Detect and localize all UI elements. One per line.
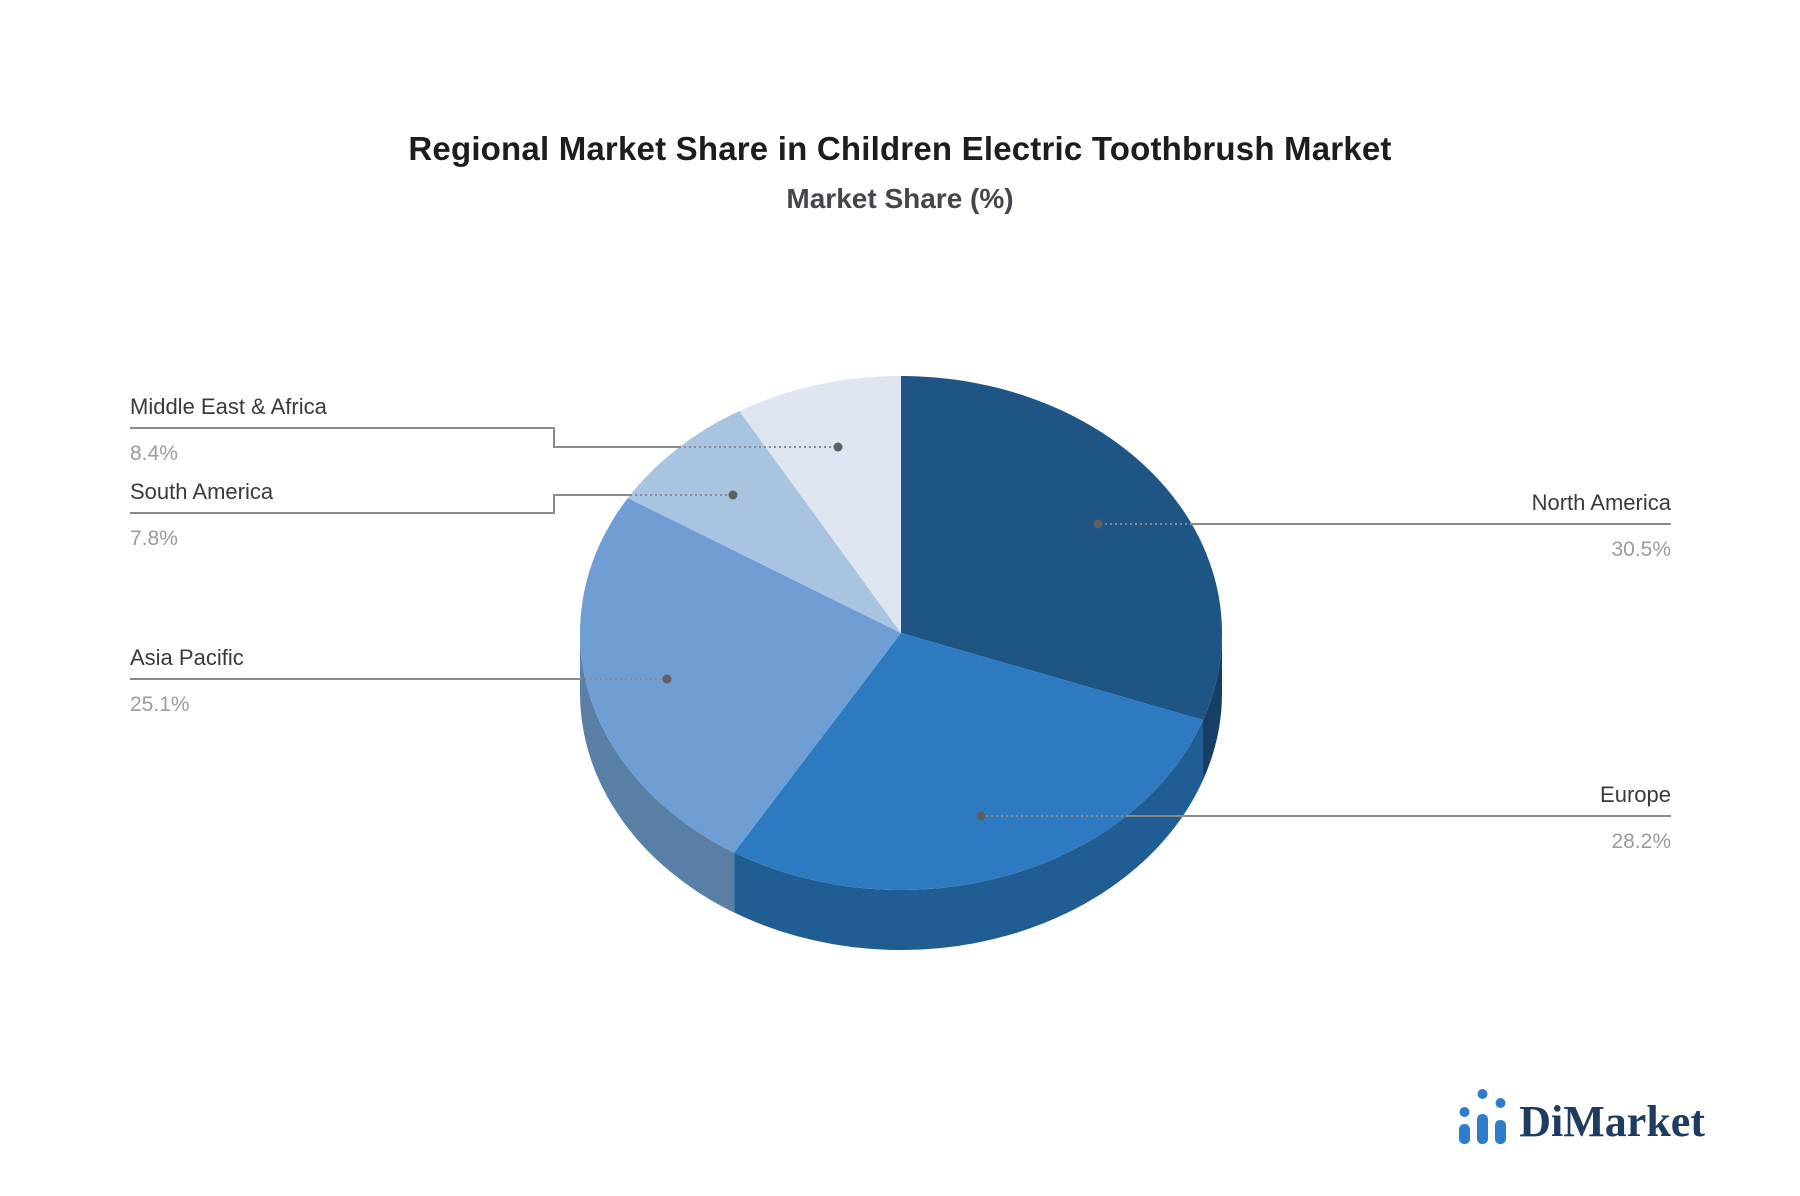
logo-bar xyxy=(1459,1124,1471,1144)
pie-slice-side-north-america xyxy=(1203,633,1222,781)
logo-dot xyxy=(1477,1089,1488,1099)
chart-subtitle: Market Share (%) xyxy=(786,183,1014,214)
connector-dot-asia-pacific xyxy=(662,674,672,684)
pie-slice-north-america[interactable] xyxy=(901,376,1222,721)
connector-line-middle-east-africa xyxy=(130,427,679,448)
chart-title: Regional Market Share in Children Electr… xyxy=(408,130,1392,167)
brand-logo: DiMarket xyxy=(1457,1086,1705,1144)
connector-dot-europe xyxy=(976,811,986,821)
pie-slice-middle-east-africa[interactable] xyxy=(739,376,901,633)
connector-dot-middle-east-africa xyxy=(833,442,843,452)
brand-name: DiMarket xyxy=(1519,1097,1705,1146)
bar-chart-icon xyxy=(1459,1089,1507,1144)
pie-slice-asia-pacific[interactable] xyxy=(579,498,901,853)
pie-slice-side-europe xyxy=(734,720,1204,950)
logo-bar xyxy=(1495,1120,1507,1144)
logo-dot xyxy=(1459,1107,1470,1117)
logo-bar xyxy=(1477,1114,1489,1144)
connector-dot-north-america xyxy=(1093,519,1103,529)
logo-dot xyxy=(1495,1098,1506,1108)
pie-slice-south-america[interactable] xyxy=(627,410,901,633)
pie-slice-europe[interactable] xyxy=(734,633,1204,890)
pie-slice-side-asia-pacific xyxy=(580,633,735,913)
connector-dot-south-america xyxy=(728,490,738,500)
connector-line-south-america xyxy=(130,494,630,514)
